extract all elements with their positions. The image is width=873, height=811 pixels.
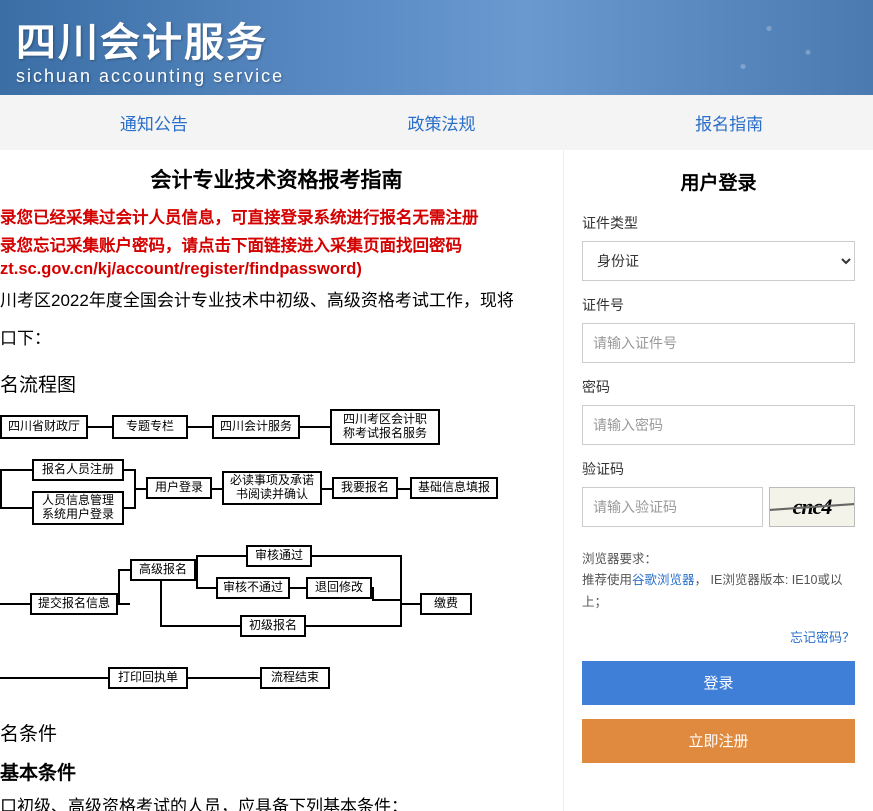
- flow-heading: 名流程图: [0, 370, 553, 397]
- fc-edge: [372, 599, 402, 601]
- flowchart: 四川省财政厅 专题专栏 四川会计服务 四川考区会计职 称考试报名服务 报名人员注…: [0, 405, 553, 705]
- fc-node: 必读事项及承诺 书阅读并确认: [222, 471, 322, 505]
- fc-node: 专题专栏: [112, 415, 188, 439]
- login-title: 用户登录: [582, 168, 855, 195]
- fc-edge: [188, 677, 260, 679]
- fc-node: 我要报名: [332, 477, 398, 499]
- login-panel: 用户登录 证件类型 身份证 证件号 密码 验证码 cnc4 浏览器要求： 推荐使…: [563, 150, 873, 811]
- fc-node: 审核通过: [246, 545, 312, 567]
- fc-node: 人员信息管理 系统用户登录: [32, 491, 124, 525]
- cert-no-input[interactable]: [582, 323, 855, 363]
- article-para-1: 川考区2022年度全国会计专业技术中初级、高级资格考试工作，现将: [0, 285, 553, 317]
- fc-edge: [160, 625, 240, 627]
- fc-edge: [0, 677, 108, 679]
- chrome-link[interactable]: 谷歌浏览器: [632, 573, 695, 587]
- article-main: 会计专业技术资格报考指南 录您已经采集过会计人员信息，可直接登录系统进行报名无需…: [0, 150, 563, 811]
- fc-edge: [196, 555, 246, 557]
- fc-node: 审核不通过: [216, 577, 290, 599]
- login-button[interactable]: 登录: [582, 661, 855, 705]
- cert-type-select[interactable]: 身份证: [582, 241, 855, 281]
- fc-edge: [196, 555, 198, 589]
- cert-no-label: 证件号: [582, 295, 855, 315]
- fc-edge: [196, 587, 216, 589]
- fc-node: 用户登录: [146, 477, 212, 499]
- captcha-label: 验证码: [582, 459, 855, 479]
- fc-node: 打印回执单: [108, 667, 188, 689]
- fc-edge: [212, 488, 222, 490]
- notice-red-1: 录您已经采集过会计人员信息，可直接登录系统进行报名无需注册: [0, 204, 553, 232]
- findpassword-link[interactable]: zt.sc.gov.cn/kj/account/register/findpas…: [0, 260, 553, 279]
- fc-node: 缴费: [420, 593, 472, 615]
- fc-node: 四川会计服务: [212, 415, 300, 439]
- fc-node: 提交报名信息: [30, 593, 118, 615]
- basic-text: 口初级、高级资格考试的人员，应具备下列基本条件：: [0, 791, 553, 811]
- notice-red-2: 录您忘记采集账户密码，请点击下面链接进入采集页面找回密码: [0, 232, 553, 260]
- nav-item-guide[interactable]: 报名指南: [585, 110, 873, 135]
- fc-edge: [300, 426, 330, 428]
- site-header: 四川会计服务 sichuan accounting service: [0, 0, 873, 95]
- conditions-heading: 名条件: [0, 719, 553, 746]
- pwd-label: 密码: [582, 377, 855, 397]
- nav-item-policy[interactable]: 政策法规: [298, 110, 586, 135]
- browser-req-line2: 推荐使用谷歌浏览器， IE浏览器版本: IE10或以上；: [582, 570, 855, 613]
- header-decoration: [613, 0, 873, 95]
- fc-node: 流程结束: [260, 667, 330, 689]
- browser-requirements: 浏览器要求： 推荐使用谷歌浏览器， IE浏览器版本: IE10或以上；: [582, 549, 855, 613]
- register-button[interactable]: 立即注册: [582, 719, 855, 763]
- fc-edge: [188, 426, 212, 428]
- fc-edge: [118, 569, 120, 605]
- fc-node: 高级报名: [130, 559, 196, 581]
- browser-req-prefix: 推荐使用: [582, 573, 632, 587]
- cert-type-label: 证件类型: [582, 213, 855, 233]
- fc-edge: [118, 603, 130, 605]
- fc-node: 退回修改: [306, 577, 372, 599]
- captcha-image[interactable]: cnc4: [769, 487, 855, 527]
- fc-edge: [196, 569, 198, 571]
- fc-node: 四川省财政厅: [0, 415, 88, 439]
- pwd-input[interactable]: [582, 405, 855, 445]
- forgot-password-link[interactable]: 忘记密码？: [790, 630, 855, 645]
- content-area: 会计专业技术资格报考指南 录您已经采集过会计人员信息，可直接登录系统进行报名无需…: [0, 150, 873, 811]
- fc-edge: [0, 603, 30, 605]
- fc-edge: [400, 603, 420, 605]
- fc-edge: [134, 488, 146, 490]
- fc-edge: [312, 555, 402, 557]
- fc-edge: [322, 488, 332, 490]
- captcha-row: cnc4: [582, 487, 855, 527]
- main-nav: 通知公告 政策法规 报名指南: [0, 95, 873, 150]
- fc-edge: [0, 469, 32, 471]
- fc-edge: [290, 587, 306, 589]
- fc-edge: [0, 507, 32, 509]
- forgot-row: 忘记密码？: [582, 627, 855, 647]
- fc-edge: [88, 426, 112, 428]
- fc-edge: [398, 488, 410, 490]
- fc-edge: [160, 581, 162, 627]
- fc-node: 报名人员注册: [32, 459, 124, 481]
- fc-edge: [306, 625, 402, 627]
- fc-node: 基础信息填报: [410, 477, 498, 499]
- fc-edge: [400, 555, 402, 605]
- browser-req-line1: 浏览器要求：: [582, 549, 855, 570]
- nav-item-notice[interactable]: 通知公告: [10, 110, 298, 135]
- fc-edge: [0, 469, 2, 509]
- captcha-input[interactable]: [582, 487, 763, 527]
- article-para-2: 口下：: [0, 323, 553, 355]
- fc-node: 四川考区会计职 称考试报名服务: [330, 409, 440, 445]
- article-title: 会计专业技术资格报考指南: [0, 164, 553, 194]
- fc-node: 初级报名: [240, 615, 306, 637]
- basic-heading: 基本条件: [0, 758, 553, 785]
- fc-edge: [400, 603, 402, 627]
